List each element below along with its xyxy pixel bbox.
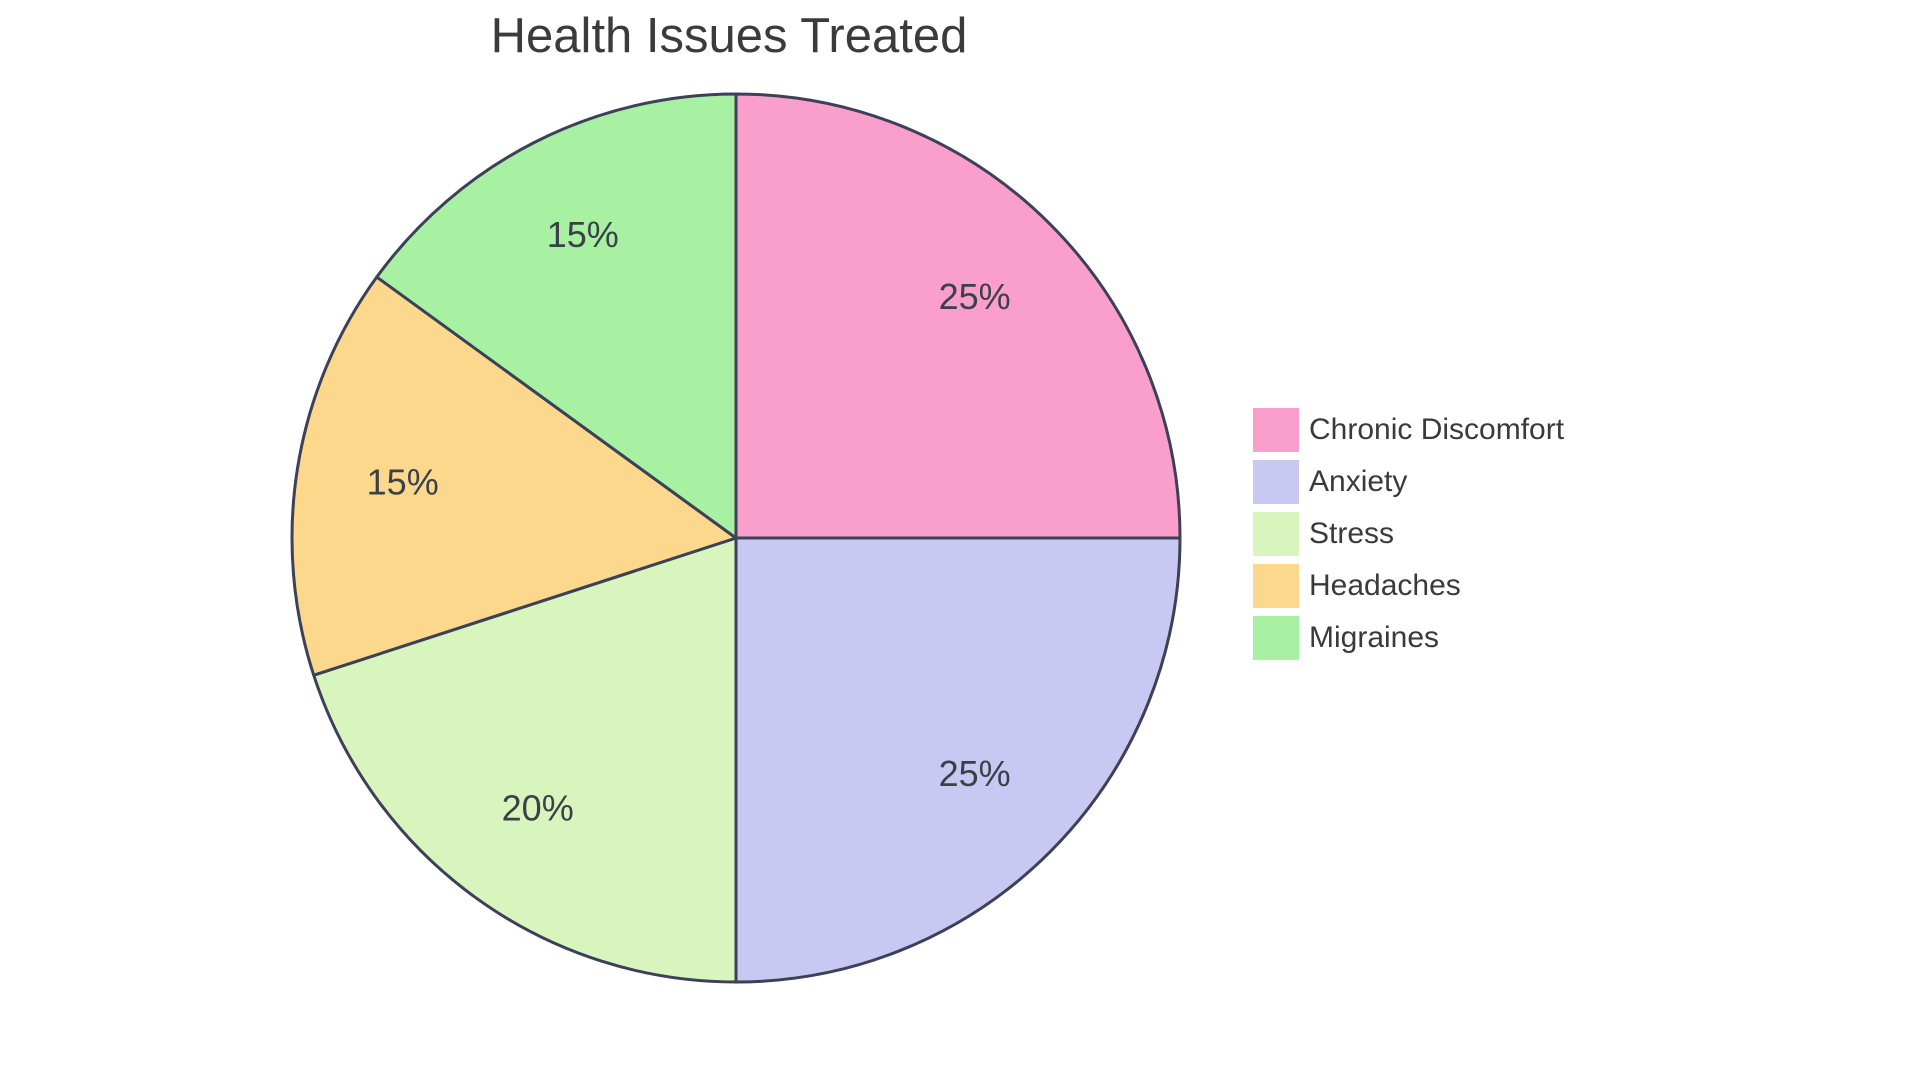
pie-percent-label-migraines: 15% [547,214,619,255]
pie-slice-headaches [290,275,738,677]
legend: Chronic Discomfort Anxiety Stress Headaches… [1253,408,1564,660]
pie-percent-label-chronic-discomfort: 25% [939,276,1011,317]
pie-slice-anxiety [734,536,1182,984]
legend-label-chronic-discomfort: Chronic Discomfort [1309,413,1565,446]
legend-item-migraines: Migraines [1253,616,1564,660]
legend-swatch-chronic-discomfort [1253,408,1299,452]
chart-title: Health Issues Treated [490,9,968,63]
legend-swatch-stress [1253,512,1299,556]
legend-label-headaches: Headaches [1309,569,1461,602]
legend-swatch-migraines [1253,616,1299,660]
legend-label-migraines: Migraines [1309,621,1440,654]
legend-item-anxiety: Anxiety [1253,460,1564,504]
pie-percent-label-stress: 20% [502,788,574,829]
legend-label-stress: Stress [1309,517,1395,550]
legend-label-anxiety: Anxiety [1309,465,1408,498]
pie-percent-label-headaches: 15% [367,462,439,503]
pie-slice-stress [312,536,738,984]
legend-swatch-anxiety [1253,460,1299,504]
legend-item-headaches: Headaches [1253,564,1564,608]
pie-slice-migraines [375,92,738,540]
legend-item-chronic-discomfort: Chronic Discomfort [1253,408,1564,452]
legend-swatch-headaches [1253,564,1299,608]
legend-item-stress: Stress [1253,512,1564,556]
pie-slice-chronic-discomfort [734,92,1182,540]
pie-percent-label-anxiety: 25% [939,753,1011,794]
